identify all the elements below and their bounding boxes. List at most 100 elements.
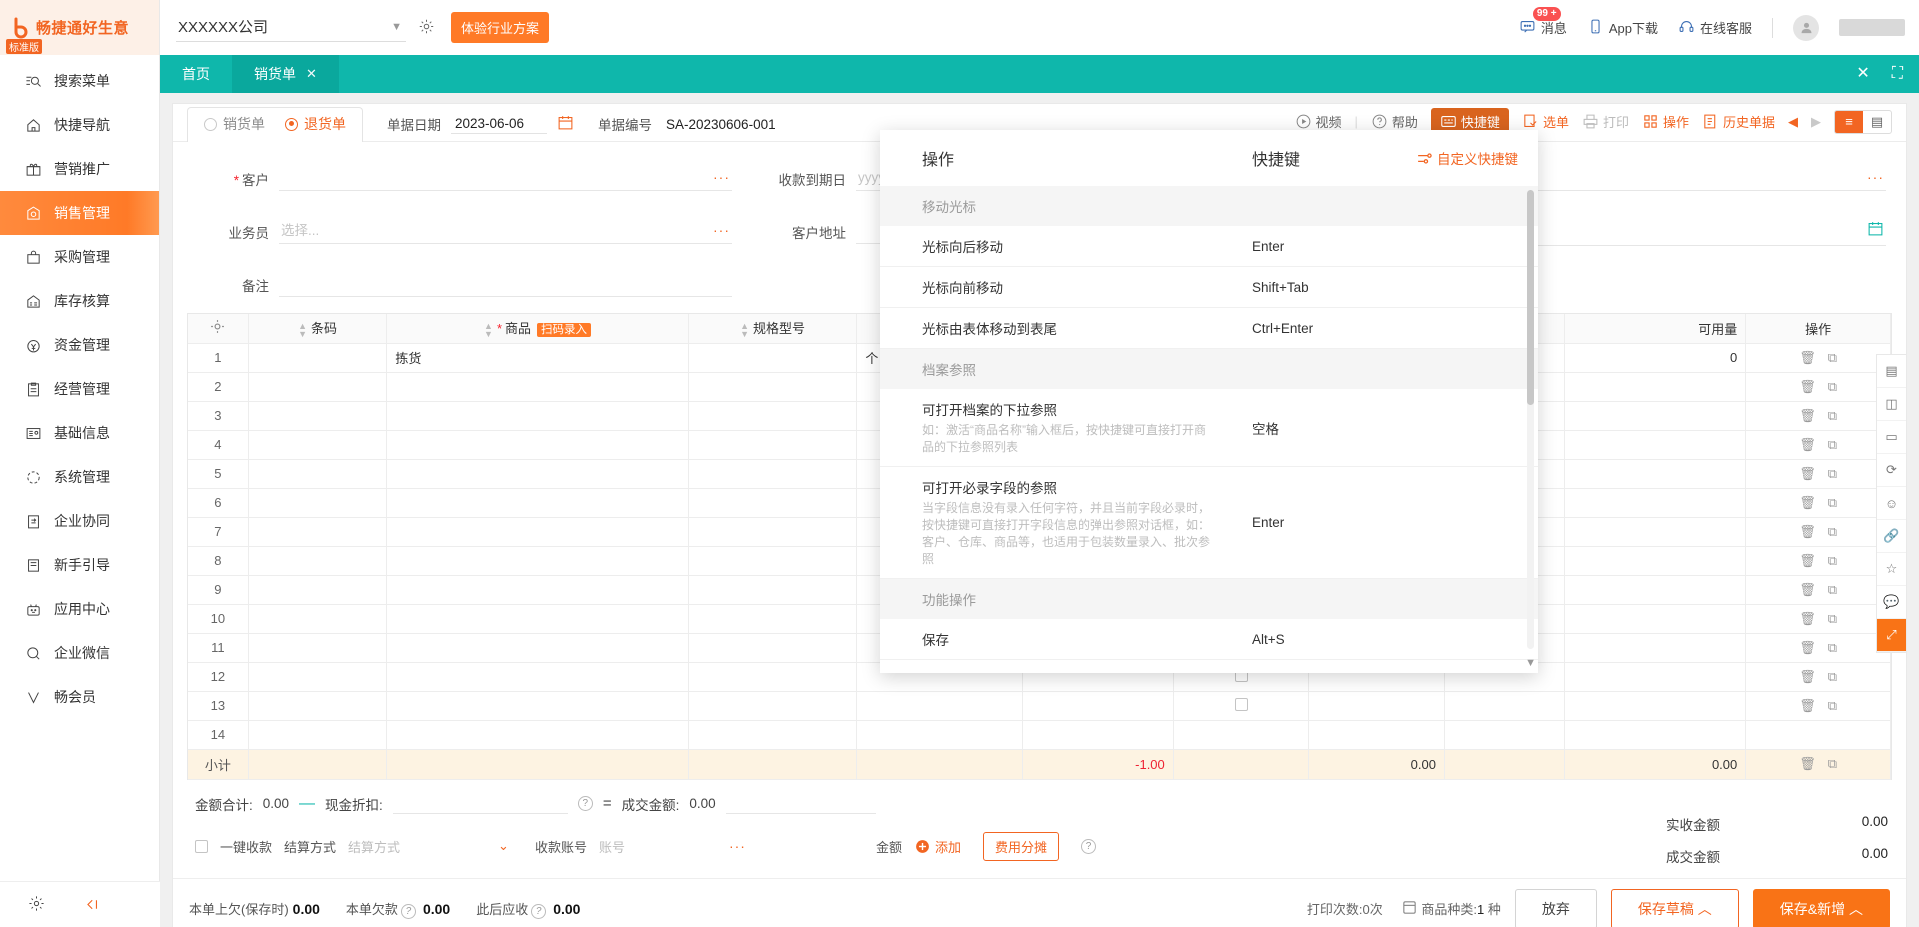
copy-icon[interactable]: ⧉ [1827,349,1838,365]
add-payment-button[interactable]: 添加 [914,837,961,856]
cell-spec[interactable] [688,401,858,431]
dialog-scrollbar[interactable] [1527,190,1534,649]
copy-icon[interactable]: ⧉ [1827,465,1838,481]
discard-button[interactable]: 放弃 [1514,888,1597,927]
delete-icon[interactable]: 🗑 [1799,668,1816,684]
cell-barcode[interactable] [248,633,388,663]
sort-icon[interactable]: ▲▼ [298,321,307,340]
save-draft-button[interactable]: 保存草稿 ︿ [1610,888,1739,927]
copy-icon[interactable]: ⧉ [1827,668,1838,684]
more-icon[interactable]: ··· [713,169,730,185]
cell-spec[interactable] [688,691,858,721]
cell-product[interactable] [386,633,689,663]
template-icon[interactable]: ◫ [1877,388,1906,421]
action-video[interactable]: 视频 [1295,112,1342,131]
sidebar-item-wecom[interactable]: 企业微信 [0,631,159,675]
sidebar-item-system[interactable]: 系统管理 [0,455,159,499]
calendar-icon[interactable] [557,114,574,134]
table-row[interactable]: 14 [188,720,1891,750]
onekey-checkbox[interactable] [195,839,208,853]
extra-input-2[interactable] [1435,222,1867,238]
close-icon[interactable]: ✕ [306,66,317,81]
copy-icon[interactable]: ⧉ [1827,610,1838,626]
extra-input-1[interactable] [1435,169,1867,185]
help-icon[interactable]: ? [577,796,593,811]
cell-product[interactable]: 拣货 [386,343,689,373]
col-barcode[interactable]: ▲ ▼ 条码 [248,314,388,344]
delete-icon[interactable]: 🗑 [1799,349,1816,365]
sidebar-item-search[interactable]: 搜索菜单 [0,59,159,103]
dialog-body[interactable]: 移动光标 光标向后移动 Enter 光标向前移动 Shift+Tab 光标由表体… [880,186,1538,673]
caret-right-icon[interactable]: ▶ [1811,113,1821,129]
cell-product[interactable] [386,691,689,721]
collapse-icon[interactable] [83,896,100,913]
sidebar-item-collab[interactable]: 企业协同 [0,499,159,543]
chevron-down-icon[interactable]: ▼ [391,20,402,33]
help-icon[interactable]: ? [400,903,416,919]
user-name[interactable] [1839,19,1905,36]
delete-icon[interactable]: 🗑 [1799,523,1816,539]
copy-icon[interactable]: ⧉ [1827,523,1838,539]
scan-input-button[interactable]: 扫码录入 [537,323,592,338]
cell-product[interactable] [386,459,689,489]
sidebar-item-inventory[interactable]: 库存核算 [0,279,159,323]
cell-barcode[interactable] [248,604,388,634]
cell-barcode[interactable] [248,343,388,373]
caret-left-icon[interactable]: ◀ [1788,113,1798,129]
delete-icon[interactable]: 🗑 [1799,697,1816,713]
copy-icon[interactable]: ⧉ [1827,552,1838,568]
cell-product[interactable] [386,372,689,402]
company-input[interactable] [176,13,406,42]
salesman-input-wrap[interactable]: ··· [279,219,732,244]
col-settings[interactable] [188,314,249,344]
salesman-input[interactable] [281,222,713,238]
remark-input-wrap[interactable] [279,273,732,297]
copy-icon[interactable]: ⧉ [1827,494,1838,510]
delete-icon[interactable]: 🗑 [1799,610,1816,626]
copy-icon[interactable]: ⧉ [1827,756,1838,771]
calendar-icon[interactable] [1867,220,1884,240]
remark-input[interactable] [281,275,730,291]
sidebar-item-vip[interactable]: 畅会员 [0,675,159,719]
custom-shortcut-link[interactable]: 自定义快捷键 [1416,148,1524,168]
company-select[interactable]: ▼ [176,13,406,42]
cell-product[interactable] [386,575,689,605]
radio-sales-order[interactable]: 销货单 [204,114,265,134]
more-icon[interactable]: ··· [713,222,730,238]
delete-icon[interactable]: 🗑 [1799,756,1816,771]
link-icon[interactable]: 🔗 [1877,520,1906,553]
delete-icon[interactable]: 🗑 [1799,465,1816,481]
cell-barcode[interactable] [248,662,388,692]
row-checkbox[interactable] [1234,697,1248,711]
cell-barcode[interactable] [248,372,388,402]
cell-barcode[interactable] [248,430,388,460]
delete-icon[interactable]: 🗑 [1799,494,1816,510]
col-product[interactable]: ▲ ▼ * 商品 扫码录入 [386,314,689,344]
extra-input-wrap-2[interactable] [1433,217,1886,246]
scrollbar-thumb[interactable] [1527,190,1534,405]
customer-input[interactable] [281,169,713,185]
copy-icon[interactable]: ⧉ [1827,581,1838,597]
cell-barcode[interactable] [248,459,388,489]
cell-barcode[interactable] [248,517,388,547]
sidebar-item-quicknav[interactable]: 快捷导航 [0,103,159,147]
cell-spec[interactable] [688,430,858,460]
cell-spec[interactable] [688,517,858,547]
online-service-button[interactable]: 在线客服 [1678,18,1752,38]
sidebar-item-funds[interactable]: 资金管理 [0,323,159,367]
sidebar-item-appcenter[interactable]: 应用中心 [0,587,159,631]
card-view-icon[interactable]: ▤ [1870,113,1884,129]
cell-spec[interactable] [688,604,858,634]
delete-icon[interactable]: 🗑 [1799,552,1816,568]
action-operations[interactable]: 操作 [1642,112,1689,131]
action-history[interactable]: 历史单据 [1702,112,1775,131]
cell-spec[interactable] [688,488,858,518]
experience-button[interactable]: 体验行业方案 [451,12,550,43]
star-icon[interactable]: ☆ [1877,553,1906,586]
fee-allocation-button[interactable]: 费用分摊 [983,831,1060,861]
table-row[interactable]: 12 🗑 ⧉ [188,662,1891,692]
contact-icon[interactable]: ☺ [1877,487,1906,520]
settle-select[interactable]: 结算方式 [348,839,401,855]
cell-spec[interactable] [688,575,858,605]
cell-spec[interactable] [688,459,858,489]
